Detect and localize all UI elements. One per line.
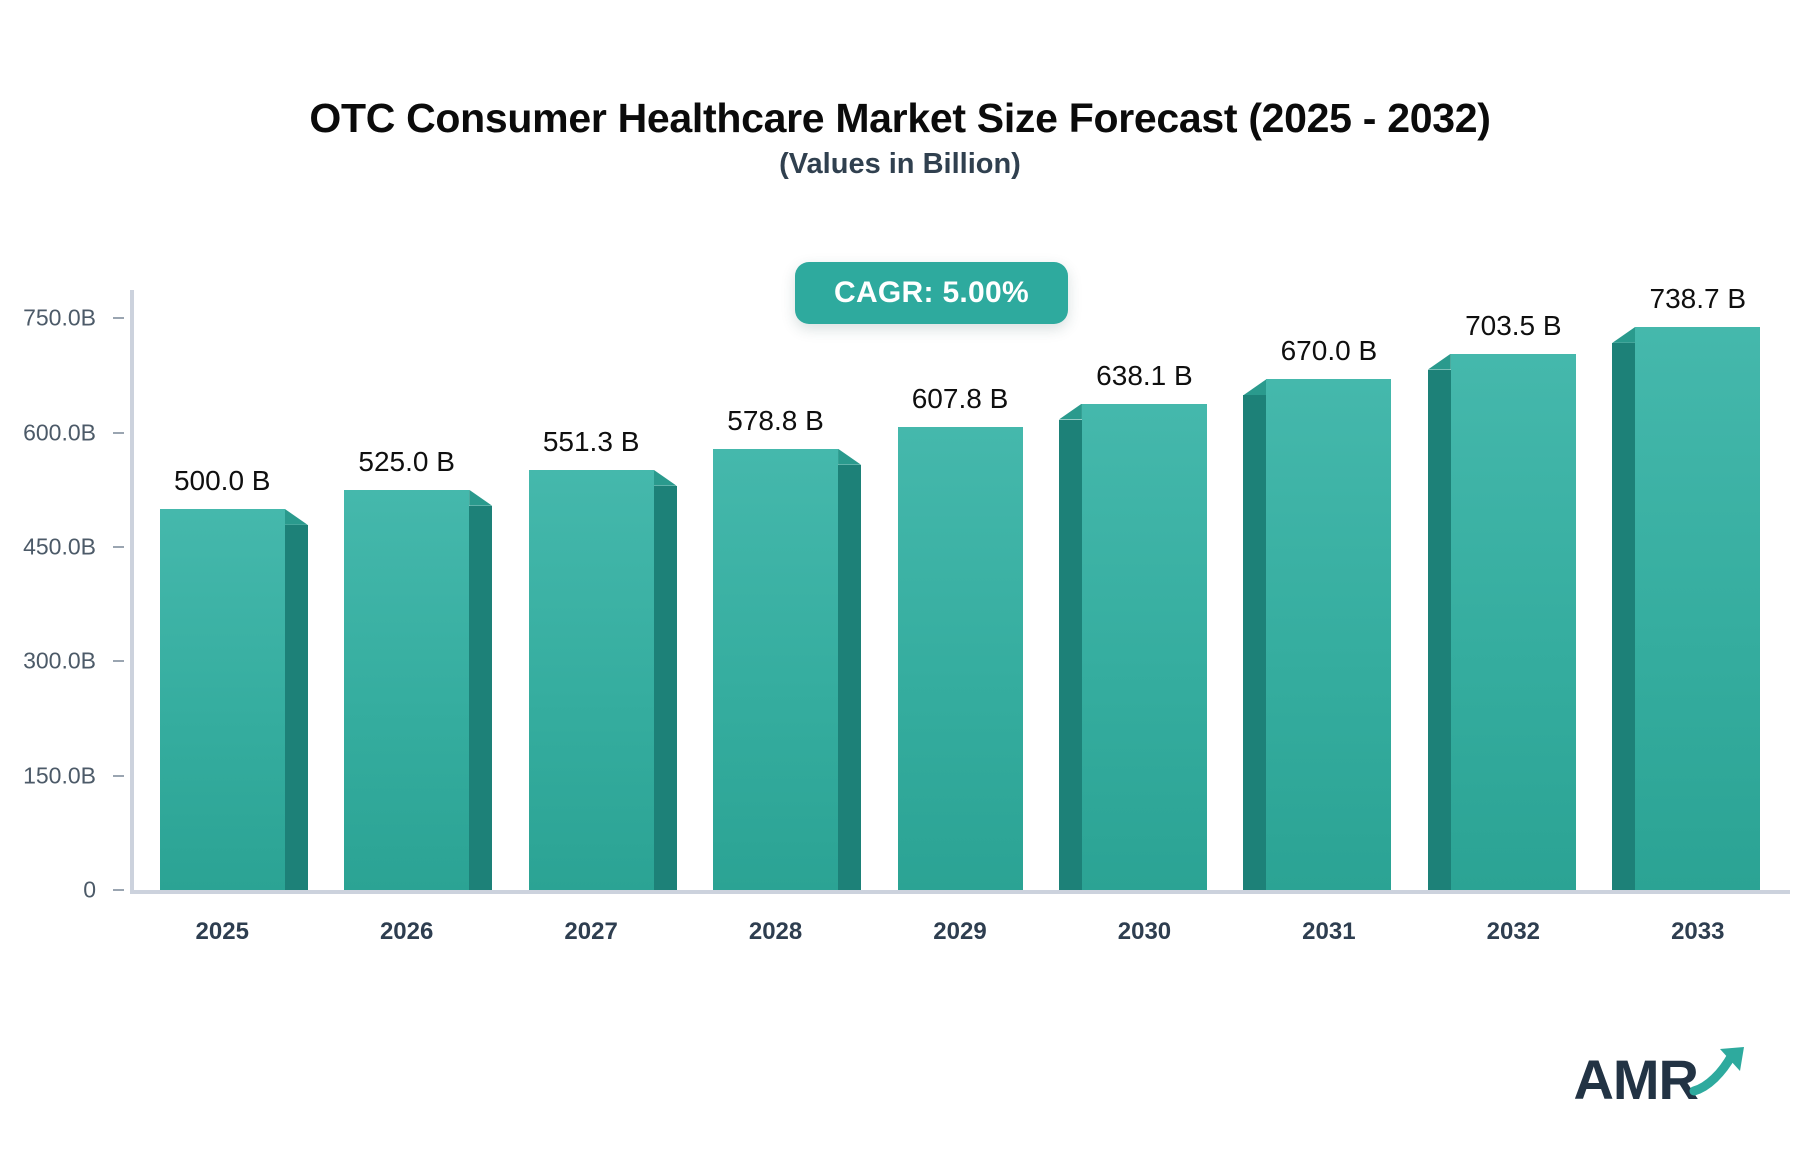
bar[interactable]: 670.0 B bbox=[1243, 335, 1392, 890]
bar-side-face bbox=[469, 505, 493, 890]
y-axis-tick-label: 300.0B bbox=[23, 647, 96, 674]
bar-side-face bbox=[1612, 342, 1636, 890]
bar[interactable]: 525.0 B bbox=[344, 446, 493, 890]
bar[interactable]: 607.8 B bbox=[897, 383, 1023, 890]
growth-arrow-icon bbox=[1688, 1043, 1752, 1104]
bar-top-bevel bbox=[469, 489, 493, 506]
bar-front-face bbox=[897, 426, 1023, 890]
bar-value-label: 738.7 B bbox=[1649, 282, 1747, 314]
y-axis-tick-label: 450.0B bbox=[23, 533, 96, 560]
bar[interactable]: 703.5 B bbox=[1427, 310, 1576, 890]
bar[interactable]: 578.8 B bbox=[713, 405, 862, 890]
y-axis-tick-label: 750.0B bbox=[23, 304, 96, 331]
bar-front-face bbox=[1450, 353, 1576, 890]
bar-top-bevel bbox=[1427, 353, 1451, 370]
bar-value-label: 525.0 B bbox=[358, 445, 455, 477]
plot-area: 0 150.0B 300.0B 450.0B 600.0B 750.0B 500.0 B 5… bbox=[23, 283, 1790, 945]
amr-logo-text: AMR bbox=[1573, 1048, 1699, 1111]
bar-front-face bbox=[713, 448, 839, 890]
y-axis-tick-mark bbox=[113, 660, 124, 663]
bar-top-bevel bbox=[1243, 379, 1267, 396]
x-axis-tick-label: 2031 bbox=[1302, 918, 1356, 945]
bar-value-label: 578.8 B bbox=[727, 404, 824, 436]
bar-front-face bbox=[1635, 326, 1761, 890]
x-axis-tick-label: 2026 bbox=[379, 918, 434, 945]
cagr-badge: CAGR: 5.00% bbox=[795, 262, 1068, 324]
cagr-badge-label: CAGR: 5.00% bbox=[833, 276, 1030, 309]
bar-top-bevel bbox=[653, 469, 677, 486]
bar-top-bevel bbox=[838, 448, 862, 465]
bar-value-label: 551.3 B bbox=[542, 425, 640, 457]
x-axis-line bbox=[130, 890, 1790, 894]
chart-title: OTC Consumer Healthcare Market Size Fore… bbox=[309, 95, 1491, 141]
y-axis-tick-label: 0 bbox=[83, 876, 96, 903]
x-axis-tick-label: 2030 bbox=[1117, 918, 1172, 945]
bar-side-face bbox=[838, 464, 862, 890]
bar-value-label: 638.1 B bbox=[1096, 359, 1193, 391]
x-axis-tick-label: 2032 bbox=[1486, 918, 1541, 945]
bar-front-face bbox=[159, 508, 285, 890]
bar-front-face bbox=[528, 469, 654, 890]
bar-value-label: 703.5 B bbox=[1465, 309, 1562, 341]
amr-logo: AMR bbox=[1573, 1046, 1752, 1111]
y-axis-tick-mark bbox=[113, 317, 124, 320]
bar-value-label: 670.0 B bbox=[1280, 335, 1378, 367]
bar-value-label: 607.8 B bbox=[911, 382, 1009, 414]
bar-side-face bbox=[1243, 395, 1267, 890]
y-axis-tick-label: 600.0B bbox=[23, 419, 96, 446]
bar-side-face bbox=[653, 485, 677, 890]
chart-subtitle: (Values in Billion) bbox=[779, 148, 1021, 180]
bar-side-face bbox=[1427, 369, 1451, 890]
bar-top-bevel bbox=[284, 508, 308, 525]
bar-side-face bbox=[1058, 419, 1082, 890]
bar[interactable]: 500.0 B bbox=[159, 465, 308, 890]
bar-top-bevel bbox=[1058, 403, 1082, 420]
y-axis-tick-mark bbox=[113, 545, 124, 548]
y-axis-tick-mark bbox=[113, 774, 124, 777]
y-axis-tick-mark bbox=[113, 431, 124, 434]
bar-front-face bbox=[344, 489, 470, 890]
x-axis-tick-label: 2025 bbox=[195, 918, 249, 945]
x-axis-tick-label: 2029 bbox=[933, 918, 987, 945]
x-axis-tick-label: 2027 bbox=[564, 918, 618, 945]
bar-top-bevel bbox=[1612, 326, 1636, 343]
x-axis-tick-label: 2033 bbox=[1671, 918, 1725, 945]
bar-front-face bbox=[1266, 379, 1392, 890]
bar[interactable]: 738.7 B bbox=[1612, 283, 1761, 890]
y-axis-tick-label: 150.0B bbox=[23, 762, 96, 789]
x-axis-tick-label: 2028 bbox=[748, 918, 803, 945]
bar-front-face bbox=[1081, 403, 1207, 890]
y-axis-line bbox=[130, 290, 134, 890]
bar-value-label: 500.0 B bbox=[173, 464, 271, 496]
bar[interactable]: 551.3 B bbox=[528, 426, 677, 890]
bar-side-face bbox=[284, 524, 308, 890]
bar[interactable]: 638.1 B bbox=[1058, 360, 1207, 890]
y-axis-tick-mark bbox=[113, 889, 124, 891]
